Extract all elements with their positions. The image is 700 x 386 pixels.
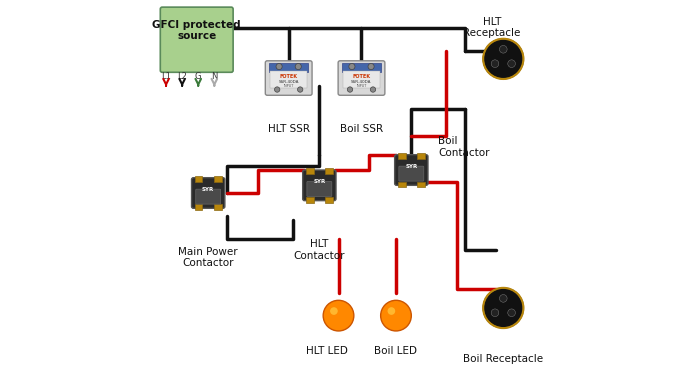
Text: INPUT: INPUT bbox=[284, 85, 294, 88]
Text: INPUT: INPUT bbox=[356, 85, 367, 88]
Text: SYR: SYR bbox=[202, 187, 214, 192]
Text: SYR: SYR bbox=[405, 164, 417, 169]
Text: Boil LED: Boil LED bbox=[374, 346, 417, 356]
Bar bbox=[195, 205, 202, 210]
Text: SYR: SYR bbox=[313, 179, 326, 184]
Bar bbox=[214, 205, 222, 210]
Text: Boil SSR: Boil SSR bbox=[340, 124, 383, 134]
Circle shape bbox=[323, 300, 354, 331]
Text: SSR-40DA: SSR-40DA bbox=[279, 80, 299, 84]
Bar bbox=[195, 176, 202, 181]
FancyBboxPatch shape bbox=[265, 61, 312, 95]
Text: GFCI protected
source: GFCI protected source bbox=[153, 20, 241, 41]
Circle shape bbox=[330, 307, 337, 315]
Bar bbox=[325, 197, 332, 203]
Circle shape bbox=[483, 288, 524, 328]
Text: HLT LED: HLT LED bbox=[306, 346, 348, 356]
Bar bbox=[214, 176, 222, 181]
Text: Boil
Contactor: Boil Contactor bbox=[438, 136, 489, 158]
Bar bbox=[269, 63, 308, 72]
FancyBboxPatch shape bbox=[395, 155, 428, 185]
Bar bbox=[335, 303, 342, 311]
Bar bbox=[270, 71, 307, 88]
Bar bbox=[398, 181, 405, 187]
Bar bbox=[306, 168, 314, 174]
Circle shape bbox=[508, 60, 515, 68]
Bar bbox=[417, 153, 425, 159]
FancyBboxPatch shape bbox=[196, 189, 220, 204]
Text: SSR-40DA: SSR-40DA bbox=[351, 80, 372, 84]
Bar bbox=[343, 71, 380, 88]
Circle shape bbox=[500, 295, 507, 302]
Circle shape bbox=[500, 46, 507, 53]
Circle shape bbox=[508, 309, 515, 317]
Circle shape bbox=[368, 63, 374, 69]
Bar bbox=[398, 153, 405, 159]
Circle shape bbox=[295, 63, 301, 69]
FancyBboxPatch shape bbox=[302, 170, 336, 201]
Text: G: G bbox=[195, 72, 202, 81]
Circle shape bbox=[483, 39, 524, 79]
Circle shape bbox=[381, 300, 412, 331]
Text: HLT
Contactor: HLT Contactor bbox=[293, 239, 345, 261]
Circle shape bbox=[491, 60, 499, 68]
Text: Main Power
Contactor: Main Power Contactor bbox=[178, 247, 238, 268]
Text: L2: L2 bbox=[177, 72, 187, 81]
Circle shape bbox=[276, 63, 282, 69]
Circle shape bbox=[349, 63, 355, 69]
Text: N: N bbox=[211, 72, 218, 81]
FancyBboxPatch shape bbox=[307, 181, 332, 196]
Text: HLT
Receptacle: HLT Receptacle bbox=[463, 17, 521, 38]
Circle shape bbox=[274, 87, 280, 92]
Text: FOTEK: FOTEK bbox=[280, 74, 298, 79]
Text: Boil Receptacle: Boil Receptacle bbox=[463, 354, 543, 364]
Circle shape bbox=[347, 87, 353, 92]
FancyBboxPatch shape bbox=[399, 166, 423, 181]
Circle shape bbox=[298, 87, 303, 92]
Circle shape bbox=[388, 307, 395, 315]
Circle shape bbox=[370, 87, 376, 92]
Bar bbox=[342, 63, 381, 72]
FancyBboxPatch shape bbox=[192, 178, 225, 208]
Text: L1: L1 bbox=[161, 72, 171, 81]
FancyBboxPatch shape bbox=[160, 7, 233, 72]
Bar bbox=[393, 303, 399, 311]
FancyBboxPatch shape bbox=[338, 61, 385, 95]
Text: FOTEK: FOTEK bbox=[353, 74, 370, 79]
Bar bbox=[325, 168, 332, 174]
Bar bbox=[306, 197, 314, 203]
Circle shape bbox=[491, 309, 499, 317]
Text: HLT SSR: HLT SSR bbox=[267, 124, 309, 134]
Bar bbox=[417, 181, 425, 187]
